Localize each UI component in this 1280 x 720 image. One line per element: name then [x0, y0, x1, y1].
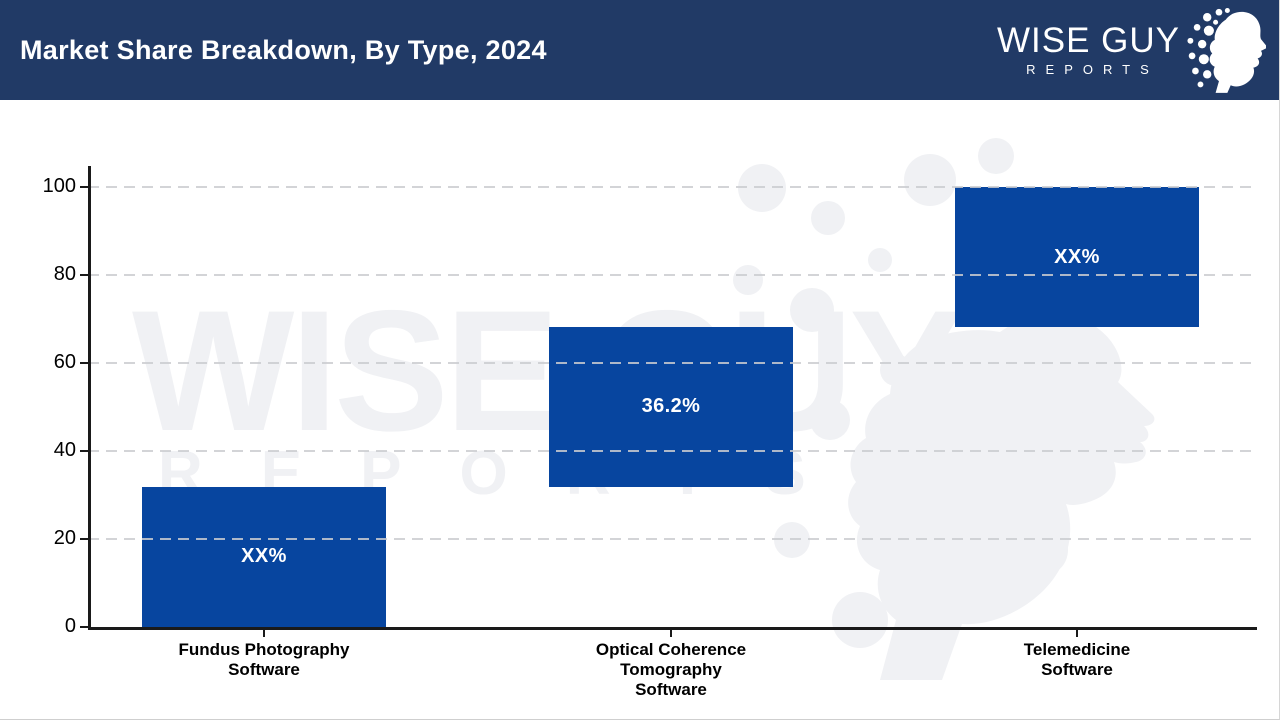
gridline-40	[88, 450, 1257, 452]
brand-logo-primary-text: WISE GUY	[996, 21, 1180, 60]
y-tick-mark-20	[80, 538, 88, 540]
page-title: Market Share Breakdown, By Type, 2024	[20, 34, 547, 65]
y-tick-mark-0	[80, 626, 88, 628]
y-tick-mark-100	[80, 186, 88, 188]
gridline-20	[88, 538, 1257, 540]
gridline-80	[88, 274, 1257, 276]
y-tick-mark-60	[80, 362, 88, 364]
y-tick-label-0: 0	[64, 615, 76, 637]
gridline-100	[88, 186, 1257, 188]
x-tick-mark-2	[1076, 629, 1078, 637]
y-tick-label-60: 60	[53, 351, 76, 373]
header-bar: Market Share Breakdown, By Type, 2024 WI…	[0, 0, 1279, 100]
bar-value-label-1: 36.2%	[641, 395, 701, 418]
x-category-label-1: Optical Coherence Tomography Software	[595, 640, 747, 699]
y-tick-label-80: 80	[53, 263, 76, 285]
x-category-label-2: Telemedicine Software	[1023, 640, 1131, 679]
bar-segment-0: XX%	[142, 486, 386, 627]
y-axis-spine	[88, 166, 91, 630]
brand-logo-face-icon	[1187, 8, 1266, 93]
bar-value-label-2: XX%	[1054, 245, 1100, 268]
y-tick-label-20: 20	[53, 527, 76, 549]
x-tick-mark-1	[670, 629, 672, 637]
y-tick-mark-40	[80, 450, 88, 452]
x-category-label-0: Fundus Photography Software	[178, 640, 350, 679]
brand-logo-secondary-text: REPORTS	[1026, 62, 1159, 77]
gridline-60	[88, 362, 1257, 364]
y-tick-label-100: 100	[42, 175, 76, 197]
brand-logo-text: WISE GUY REPORTS	[996, 21, 1180, 78]
x-tick-mark-0	[263, 629, 265, 637]
bar-segment-1: 36.2%	[549, 327, 793, 487]
bar-segment-2: XX%	[955, 187, 1199, 328]
y-tick-label-40: 40	[53, 439, 76, 461]
brand-logo: WISE GUY REPORTS	[997, 7, 1266, 93]
y-tick-mark-80	[80, 274, 88, 276]
bar-value-label-0: XX%	[241, 545, 287, 568]
x-axis-spine	[88, 627, 1257, 630]
